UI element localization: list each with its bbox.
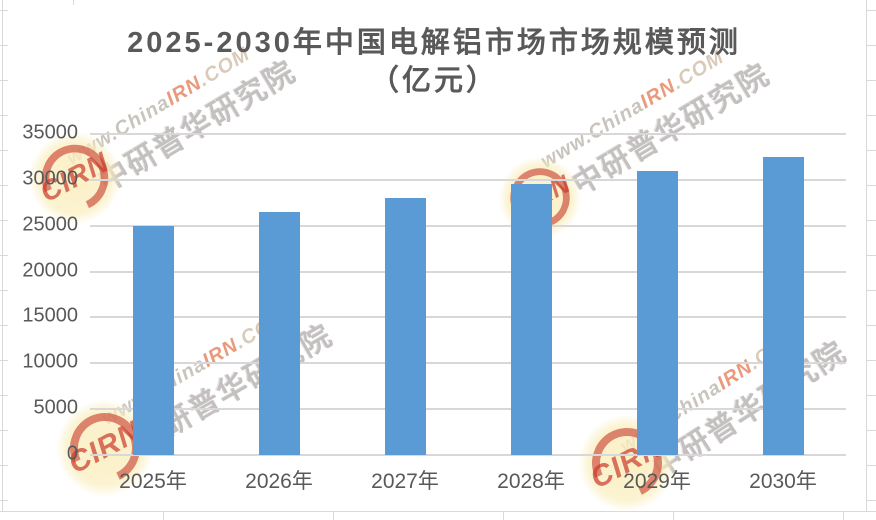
- sheet-bottom-col-tick: [503, 511, 504, 520]
- y-axis-tick-label-10000: 10000: [22, 350, 78, 373]
- sheet-left-row-tick: [0, 430, 8, 431]
- sheet-left-row-tick: [0, 255, 8, 256]
- bar-2029年: [636, 170, 678, 455]
- y-axis-tick-label-25000: 25000: [22, 213, 78, 236]
- sheet-right-row-tick: [866, 325, 876, 326]
- sheet-right-row-tick: [866, 395, 876, 396]
- bar-2025年: [132, 225, 174, 455]
- sheet-right-row-tick: [866, 465, 876, 466]
- sheet-left-row-tick: [0, 115, 8, 116]
- gridline-25000: [90, 224, 846, 227]
- x-axis-tick-label-2030年: 2030年: [749, 470, 817, 493]
- sheet-right-row-tick: [866, 115, 876, 116]
- x-axis-tick-label-2028年: 2028年: [497, 470, 565, 493]
- sheet-bottom-col-tick: [163, 511, 164, 520]
- sheet-left-line: [2, 0, 3, 512]
- y-axis-tick-label-15000: 15000: [22, 305, 78, 328]
- sheet-left-row-tick: [0, 290, 8, 291]
- bar-2026年: [258, 211, 300, 455]
- sheet-left-row-tick: [0, 325, 8, 326]
- sheet-left-row-tick: [0, 360, 8, 361]
- sheet-right-row-tick: [866, 360, 876, 361]
- sheet-right-row-tick: [866, 500, 876, 501]
- y-axis-tick-label-5000: 5000: [33, 396, 79, 419]
- x-axis-tick-label-2027年: 2027年: [371, 470, 439, 493]
- sheet-top-tick: [73, 0, 74, 5]
- y-axis-tick-label-35000: 35000: [22, 121, 78, 144]
- sheet-right-row-tick: [866, 150, 876, 151]
- chart-title-line1: 2025-2030年中国电解铝市场市场规模预测: [127, 27, 741, 59]
- bar-2030年: [762, 156, 804, 455]
- sheet-bottom-line: [0, 511, 876, 512]
- sheet-left-row-tick: [0, 80, 8, 81]
- gridline-20000: [90, 270, 846, 273]
- bar-2027年: [384, 198, 426, 455]
- sheet-right-row-tick: [866, 80, 876, 81]
- gridline-5000: [90, 408, 846, 411]
- sheet-right-row-tick: [866, 45, 876, 46]
- sheet-left-row-tick: [0, 395, 8, 396]
- sheet-left-row-tick: [0, 465, 8, 466]
- sheet-left-row-tick: [0, 10, 8, 11]
- sheet-right-row-tick: [866, 290, 876, 291]
- chart-title-line2: （亿元）: [369, 65, 498, 97]
- gridline-30000: [90, 178, 846, 181]
- sheet-right-row-tick: [866, 10, 876, 11]
- x-axis-tick-label-2026年: 2026年: [245, 470, 313, 493]
- sheet-left-row-tick: [0, 500, 8, 501]
- sheet-left-row-tick: [0, 220, 8, 221]
- y-axis-tick-label-0: 0: [66, 442, 78, 465]
- sheet-left-row-tick: [0, 45, 8, 46]
- cirn-logo-icon: CIRN: [29, 132, 121, 224]
- gridline-15000: [90, 316, 846, 319]
- sheet-left-row-tick: [0, 150, 8, 151]
- gridline-10000: [90, 362, 846, 365]
- bar-2028年: [510, 184, 552, 455]
- sheet-right-line: [866, 0, 867, 512]
- sheet-bottom-col-tick: [843, 511, 844, 520]
- sheet-left-row-tick: [0, 185, 8, 186]
- y-axis-tick-label-30000: 30000: [22, 167, 78, 190]
- gridline-0: [90, 454, 846, 456]
- x-axis-tick-label-2029年: 2029年: [623, 470, 691, 493]
- sheet-right-row-tick: [866, 430, 876, 431]
- chart-title: 2025-2030年中国电解铝市场市场规模预测 （亿元）: [0, 24, 868, 100]
- sheet-right-row-tick: [866, 185, 876, 186]
- sheet-bottom-col-tick: [673, 511, 674, 520]
- sheet-right-row-tick: [866, 255, 876, 256]
- x-axis-tick-label-2025年: 2025年: [119, 470, 187, 493]
- gridline-35000: [90, 133, 846, 135]
- sheet-right-row-tick: [866, 220, 876, 221]
- y-axis-tick-label-20000: 20000: [22, 259, 78, 282]
- sheet-bottom-col-tick: [333, 511, 334, 520]
